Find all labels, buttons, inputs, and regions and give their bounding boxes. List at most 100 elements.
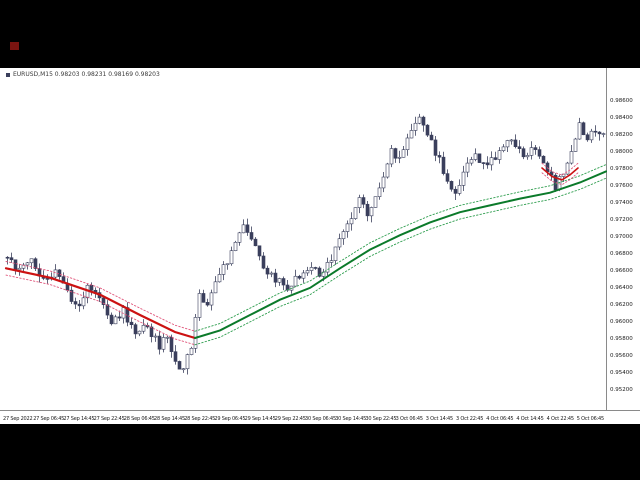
app-logo-icon	[10, 42, 19, 50]
candle-body	[137, 330, 142, 335]
price-axis-label: 0.96600	[610, 268, 633, 274]
price-axis-label: 0.96000	[610, 319, 633, 325]
candle-body	[469, 159, 474, 164]
candle-body	[577, 122, 582, 140]
candle-body	[397, 156, 402, 159]
candle-body	[445, 173, 450, 182]
candle-body	[517, 146, 522, 149]
candle-body	[265, 267, 270, 275]
candle-body	[405, 137, 410, 150]
chart-canvas[interactable]: 0.98600 0.98400 0.98200 0.98000 0.97800 0.976…	[0, 68, 640, 424]
candle-body	[569, 151, 574, 164]
price-axis-label: 0.97000	[610, 234, 633, 240]
ma-line-red	[4, 267, 197, 340]
candle-body	[201, 293, 206, 303]
price-axis-label: 0.97200	[610, 217, 633, 223]
time-axis-label: 3 Oct 06:45	[396, 416, 423, 422]
candle-body	[321, 271, 326, 277]
symbol-info: EURUSD,M15 0.98203 0.98231 0.98169 0.982…	[6, 71, 160, 78]
candle-body	[465, 162, 470, 173]
price-axis-label: 0.98400	[610, 115, 633, 121]
price-axis-label: 0.95400	[610, 370, 633, 376]
candle-body	[73, 301, 78, 305]
candle-body	[597, 131, 602, 135]
candle-body	[341, 231, 346, 240]
candle-body	[309, 267, 314, 271]
candle-body	[105, 304, 110, 316]
candle-body	[237, 232, 242, 243]
candle-body	[601, 133, 606, 135]
candle-body	[485, 162, 490, 166]
price-axis-label: 0.98600	[610, 98, 633, 104]
candle-body	[33, 258, 38, 269]
candle-body	[529, 147, 534, 156]
candle-body	[521, 148, 526, 158]
candle-body	[429, 134, 434, 141]
candle-body	[593, 130, 598, 133]
candle-body	[413, 122, 418, 131]
time-axis-label: 27 Sep 22:45	[94, 416, 125, 422]
candle-body	[225, 263, 230, 266]
candle-body	[477, 153, 482, 163]
candle-body	[333, 246, 338, 261]
time-axis-label: 27 Sep 06:45	[33, 416, 64, 422]
candle-body	[13, 259, 18, 271]
candle-body	[541, 155, 546, 164]
ma-blip-line-red	[541, 167, 579, 181]
symbol-marker-icon	[6, 72, 10, 77]
candle-body	[133, 324, 138, 335]
time-axis-label: 27 Sep 14:45	[63, 416, 94, 422]
candle-body	[213, 281, 218, 294]
candle-body	[473, 153, 478, 160]
candle-body	[281, 278, 286, 286]
candle-body	[421, 116, 426, 126]
candle-body	[449, 181, 454, 190]
price-axis-label: 0.97600	[610, 183, 633, 189]
time-axis-label: 5 Oct 06:45	[577, 416, 604, 422]
candle-body	[25, 262, 30, 266]
time-axis-label: 27 Sep 2022	[3, 416, 33, 422]
time-axis-label: 3 Oct 22:45	[456, 416, 483, 422]
symbol-info-text: EURUSD,M15 0.98203 0.98231 0.98169 0.982…	[13, 71, 160, 78]
candle-body	[489, 157, 494, 166]
price-axis-label: 0.96200	[610, 302, 633, 308]
candle-body	[209, 292, 214, 306]
candle-body	[441, 156, 446, 174]
candle-body	[189, 347, 194, 355]
candle-body	[401, 149, 406, 158]
ma-band-upper-green	[194, 164, 607, 332]
candle-body	[229, 250, 234, 265]
price-axis-label: 0.96400	[610, 285, 633, 291]
candle-body	[589, 130, 594, 141]
time-axis-label: 4 Oct 14:45	[516, 416, 543, 422]
candle-body	[165, 336, 170, 339]
candle-body	[197, 293, 202, 318]
candle-body	[365, 203, 370, 217]
candle-body	[149, 326, 154, 337]
candle-body	[377, 187, 382, 197]
candle-body	[581, 122, 586, 136]
time-axis-label: 29 Sep 14:45	[245, 416, 276, 422]
candle-body	[385, 163, 390, 178]
candle-body	[501, 146, 506, 151]
candle-body	[181, 368, 186, 371]
price-axis-label: 0.97800	[610, 166, 633, 172]
candle-body	[273, 272, 278, 283]
candle-body	[573, 138, 578, 152]
price-axis-label: 0.95600	[610, 353, 633, 359]
candle-body	[457, 185, 462, 194]
candle-body	[369, 207, 374, 217]
candle-body	[161, 337, 166, 350]
candle-body	[345, 223, 350, 232]
candle-body	[349, 218, 354, 225]
candle-body	[29, 258, 34, 264]
candle-body	[157, 335, 162, 350]
time-axis-label: 4 Oct 06:45	[486, 416, 513, 422]
candle-body	[513, 139, 518, 148]
candle-body	[497, 150, 502, 160]
candle-body	[9, 257, 14, 261]
candle-body	[221, 264, 226, 275]
price-axis-label: 0.95200	[610, 387, 633, 393]
candle-body	[505, 140, 510, 148]
candle-body	[417, 116, 422, 124]
